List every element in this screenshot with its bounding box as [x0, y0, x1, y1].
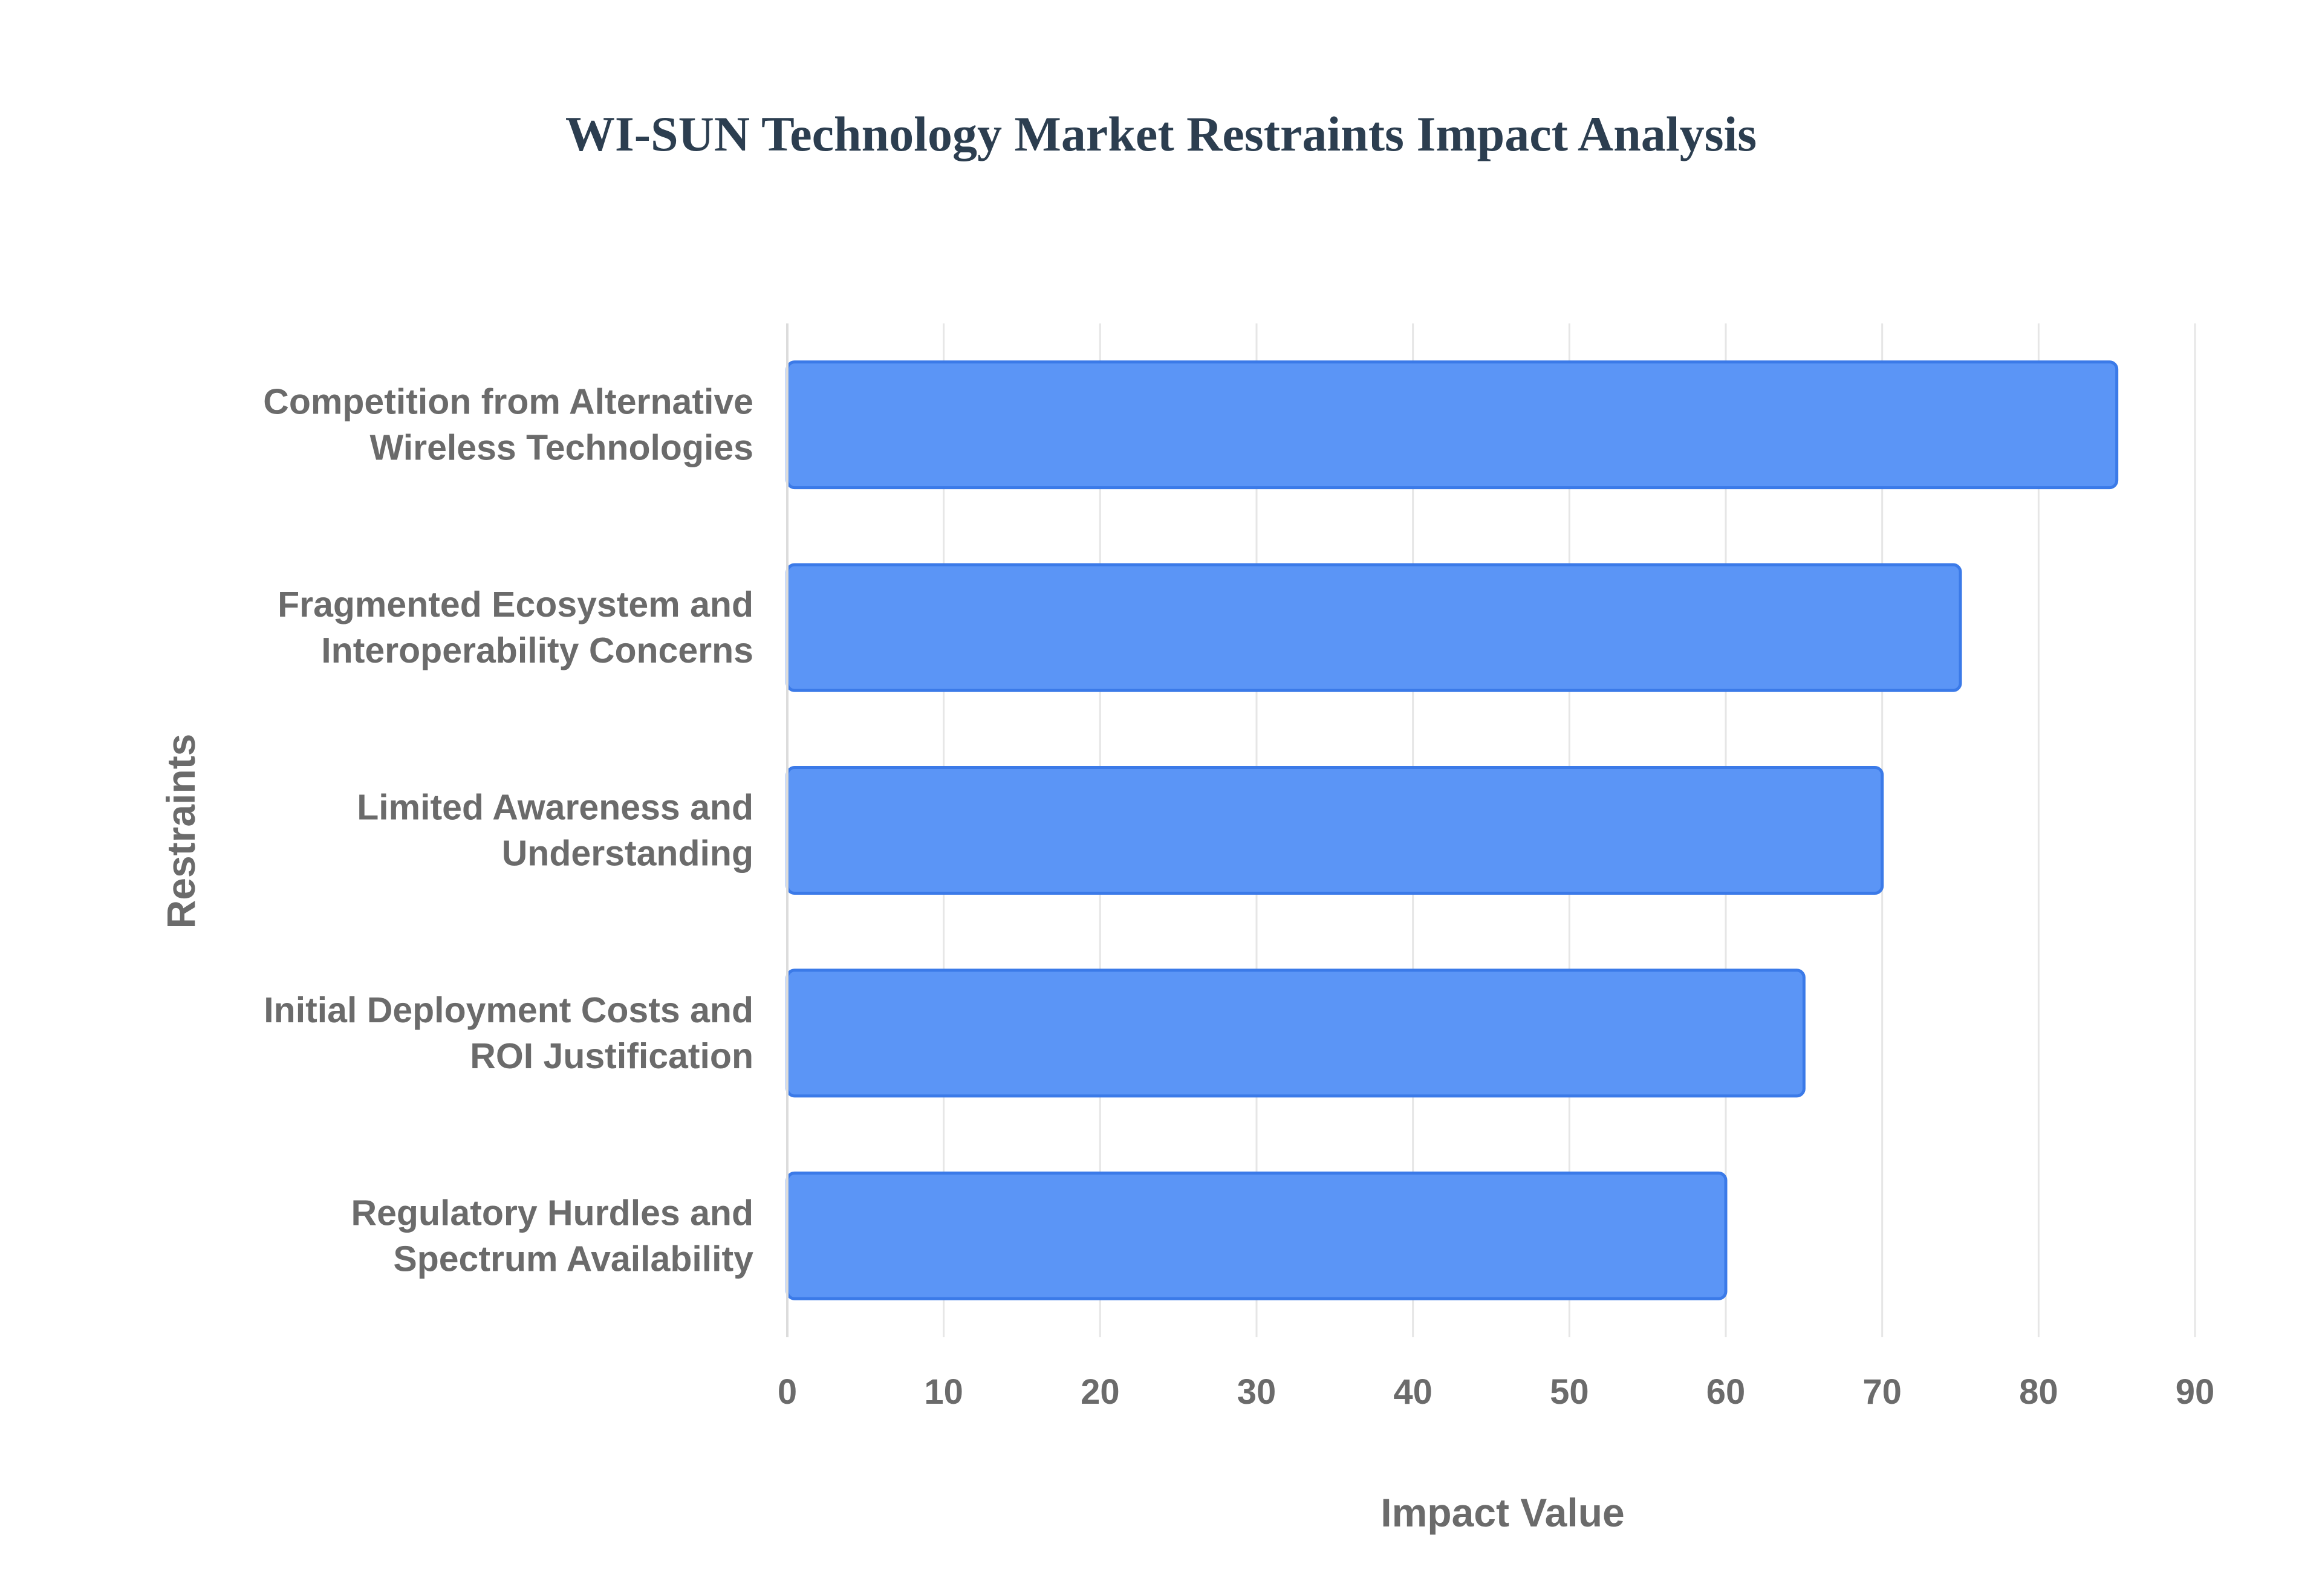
y-category-label: Initial Deployment Costs and: [264, 990, 753, 1030]
x-tick-label: 60: [1706, 1372, 1746, 1412]
y-category-label: Fragmented Ecosystem and: [278, 585, 753, 624]
y-category-labels: Competition from Alternative Wireless Tec…: [263, 382, 753, 1279]
x-tick-label: 30: [1237, 1372, 1276, 1412]
y-category-label: Spectrum Availability: [393, 1239, 753, 1279]
y-axis-title: Restraints: [158, 734, 203, 929]
bar: [785, 968, 1806, 1098]
x-axis-title: Impact Value: [1381, 1490, 1625, 1535]
y-category-label: Regulatory Hurdles and: [351, 1193, 753, 1233]
x-tick-label: 90: [2176, 1372, 2215, 1412]
y-category-label: Wireless Technologies: [370, 428, 753, 468]
y-category-label: Competition from Alternative: [263, 382, 753, 422]
x-tick-label: 50: [1550, 1372, 1589, 1412]
chart-title: WI-SUN Technology Market Restraints Impa…: [565, 106, 1757, 161]
bar: [785, 766, 1884, 895]
x-tick-label: 10: [924, 1372, 963, 1412]
y-category-label: ROI Justification: [470, 1036, 753, 1076]
bar: [785, 1171, 1728, 1300]
x-tick-label: 0: [778, 1372, 797, 1412]
bar: [785, 360, 2119, 490]
x-tick-label: 80: [2019, 1372, 2058, 1412]
y-category-label: Understanding: [502, 834, 753, 874]
y-category-label: Limited Awareness and: [357, 788, 753, 828]
x-tick-label: 70: [1862, 1372, 1902, 1412]
bars: [785, 360, 2119, 1300]
y-category-label: Interoperability Concerns: [321, 631, 753, 670]
bar: [785, 563, 1962, 692]
x-tick-labels: 0 10 20 30 40 50 60 70 80 90: [778, 1372, 2214, 1412]
x-tick-label: 20: [1081, 1372, 1120, 1412]
x-tick-label: 40: [1393, 1372, 1433, 1412]
